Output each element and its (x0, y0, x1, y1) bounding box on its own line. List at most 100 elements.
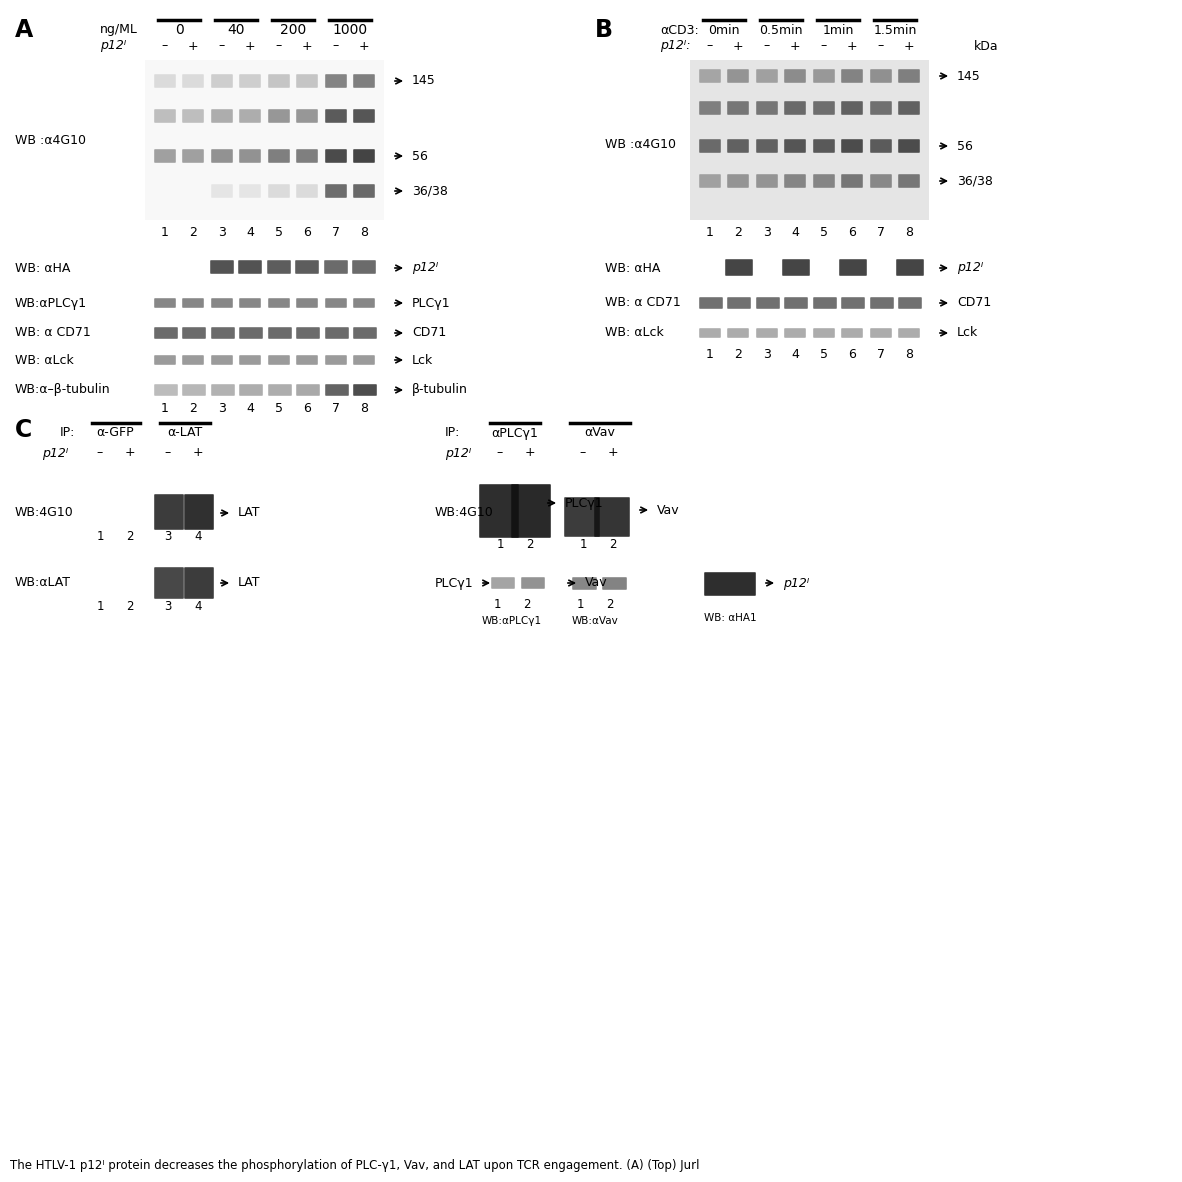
FancyBboxPatch shape (184, 567, 214, 599)
FancyBboxPatch shape (212, 327, 235, 339)
Text: 1: 1 (96, 531, 104, 544)
Text: –: – (333, 39, 339, 52)
FancyBboxPatch shape (784, 139, 806, 152)
Text: 1: 1 (706, 226, 714, 239)
Text: 4: 4 (194, 600, 202, 613)
FancyBboxPatch shape (212, 109, 233, 123)
FancyBboxPatch shape (182, 109, 203, 123)
FancyBboxPatch shape (700, 297, 723, 309)
Text: 3: 3 (217, 226, 226, 239)
Text: p12ᴵ: p12ᴵ (100, 39, 126, 52)
Text: 3: 3 (164, 600, 171, 613)
FancyBboxPatch shape (896, 259, 924, 275)
Text: α-GFP: α-GFP (96, 427, 134, 440)
Text: 5: 5 (275, 402, 282, 415)
Text: PLCγ1: PLCγ1 (413, 297, 450, 310)
Text: 8: 8 (905, 226, 913, 239)
FancyBboxPatch shape (154, 384, 177, 396)
FancyBboxPatch shape (521, 577, 545, 589)
FancyBboxPatch shape (154, 327, 177, 339)
FancyBboxPatch shape (898, 139, 920, 152)
Text: p12ᴵ:: p12ᴵ: (660, 39, 690, 52)
FancyBboxPatch shape (268, 298, 290, 307)
FancyBboxPatch shape (898, 174, 920, 188)
FancyBboxPatch shape (700, 139, 721, 152)
FancyBboxPatch shape (756, 174, 778, 188)
FancyBboxPatch shape (154, 494, 183, 530)
Text: WB:4G10: WB:4G10 (435, 507, 494, 520)
FancyBboxPatch shape (727, 139, 749, 152)
FancyBboxPatch shape (239, 74, 261, 87)
FancyBboxPatch shape (813, 297, 837, 309)
Text: 6: 6 (847, 349, 856, 362)
FancyBboxPatch shape (898, 297, 922, 309)
FancyBboxPatch shape (296, 260, 319, 274)
Text: 3: 3 (217, 402, 226, 415)
Text: +: + (846, 39, 857, 52)
Text: 3: 3 (764, 226, 771, 239)
Text: WB: αHA: WB: αHA (605, 261, 661, 274)
Text: LAT: LAT (238, 507, 260, 520)
Text: 2: 2 (609, 539, 617, 552)
FancyBboxPatch shape (756, 329, 778, 338)
FancyBboxPatch shape (182, 356, 203, 365)
Text: WB: αLck: WB: αLck (605, 326, 664, 339)
Text: αCD3:: αCD3: (660, 24, 699, 37)
FancyBboxPatch shape (239, 327, 262, 339)
FancyBboxPatch shape (212, 184, 233, 197)
FancyBboxPatch shape (239, 298, 261, 307)
Text: –: – (275, 39, 282, 52)
FancyBboxPatch shape (268, 327, 292, 339)
FancyBboxPatch shape (297, 149, 318, 163)
Text: 1: 1 (96, 600, 104, 613)
FancyBboxPatch shape (842, 329, 863, 338)
FancyBboxPatch shape (870, 70, 891, 83)
Text: LAT: LAT (238, 577, 260, 590)
Text: WB :α4G10: WB :α4G10 (605, 138, 676, 151)
FancyBboxPatch shape (700, 329, 721, 338)
Text: –: – (580, 447, 586, 460)
FancyBboxPatch shape (325, 384, 349, 396)
FancyBboxPatch shape (492, 577, 515, 589)
Text: IP:: IP: (444, 427, 460, 440)
FancyBboxPatch shape (212, 356, 233, 365)
FancyBboxPatch shape (297, 298, 318, 307)
Text: 1: 1 (496, 539, 504, 552)
Text: WB: α CD71: WB: α CD71 (15, 326, 91, 339)
Text: 2: 2 (734, 226, 742, 239)
Text: +: + (188, 39, 199, 52)
FancyBboxPatch shape (870, 174, 891, 188)
Bar (690, 60, 929, 220)
Text: WB:αLAT: WB:αLAT (15, 577, 71, 590)
Text: 7: 7 (877, 226, 885, 239)
FancyBboxPatch shape (212, 149, 233, 163)
Text: WB:αPLCγ1: WB:αPLCγ1 (482, 616, 543, 626)
FancyBboxPatch shape (182, 149, 203, 163)
Text: 5: 5 (275, 226, 282, 239)
Text: β-tubulin: β-tubulin (413, 383, 468, 396)
FancyBboxPatch shape (727, 70, 749, 83)
FancyBboxPatch shape (182, 74, 203, 87)
Text: 145: 145 (413, 74, 436, 87)
FancyBboxPatch shape (700, 174, 721, 188)
Text: 7: 7 (332, 226, 340, 239)
Text: 2: 2 (126, 600, 134, 613)
Text: WB:αVav: WB:αVav (572, 616, 618, 626)
FancyBboxPatch shape (297, 356, 318, 365)
Text: PLCγ1: PLCγ1 (565, 496, 604, 509)
FancyBboxPatch shape (353, 74, 375, 87)
Text: 6: 6 (303, 402, 311, 415)
Text: p12ᴵ: p12ᴵ (782, 577, 810, 590)
FancyBboxPatch shape (268, 109, 290, 123)
Text: Lck: Lck (957, 326, 979, 339)
FancyBboxPatch shape (212, 74, 233, 87)
FancyBboxPatch shape (842, 174, 863, 188)
Text: 3: 3 (164, 531, 171, 544)
Text: 1.5min: 1.5min (873, 24, 917, 37)
FancyBboxPatch shape (727, 174, 749, 188)
FancyBboxPatch shape (325, 298, 346, 307)
FancyBboxPatch shape (756, 102, 778, 115)
Text: Lck: Lck (413, 353, 434, 366)
FancyBboxPatch shape (870, 329, 891, 338)
Text: The HTLV-1 p12ᴵ protein decreases the phosphorylation of PLC-γ1, Vav, and LAT up: The HTLV-1 p12ᴵ protein decreases the ph… (9, 1158, 700, 1171)
